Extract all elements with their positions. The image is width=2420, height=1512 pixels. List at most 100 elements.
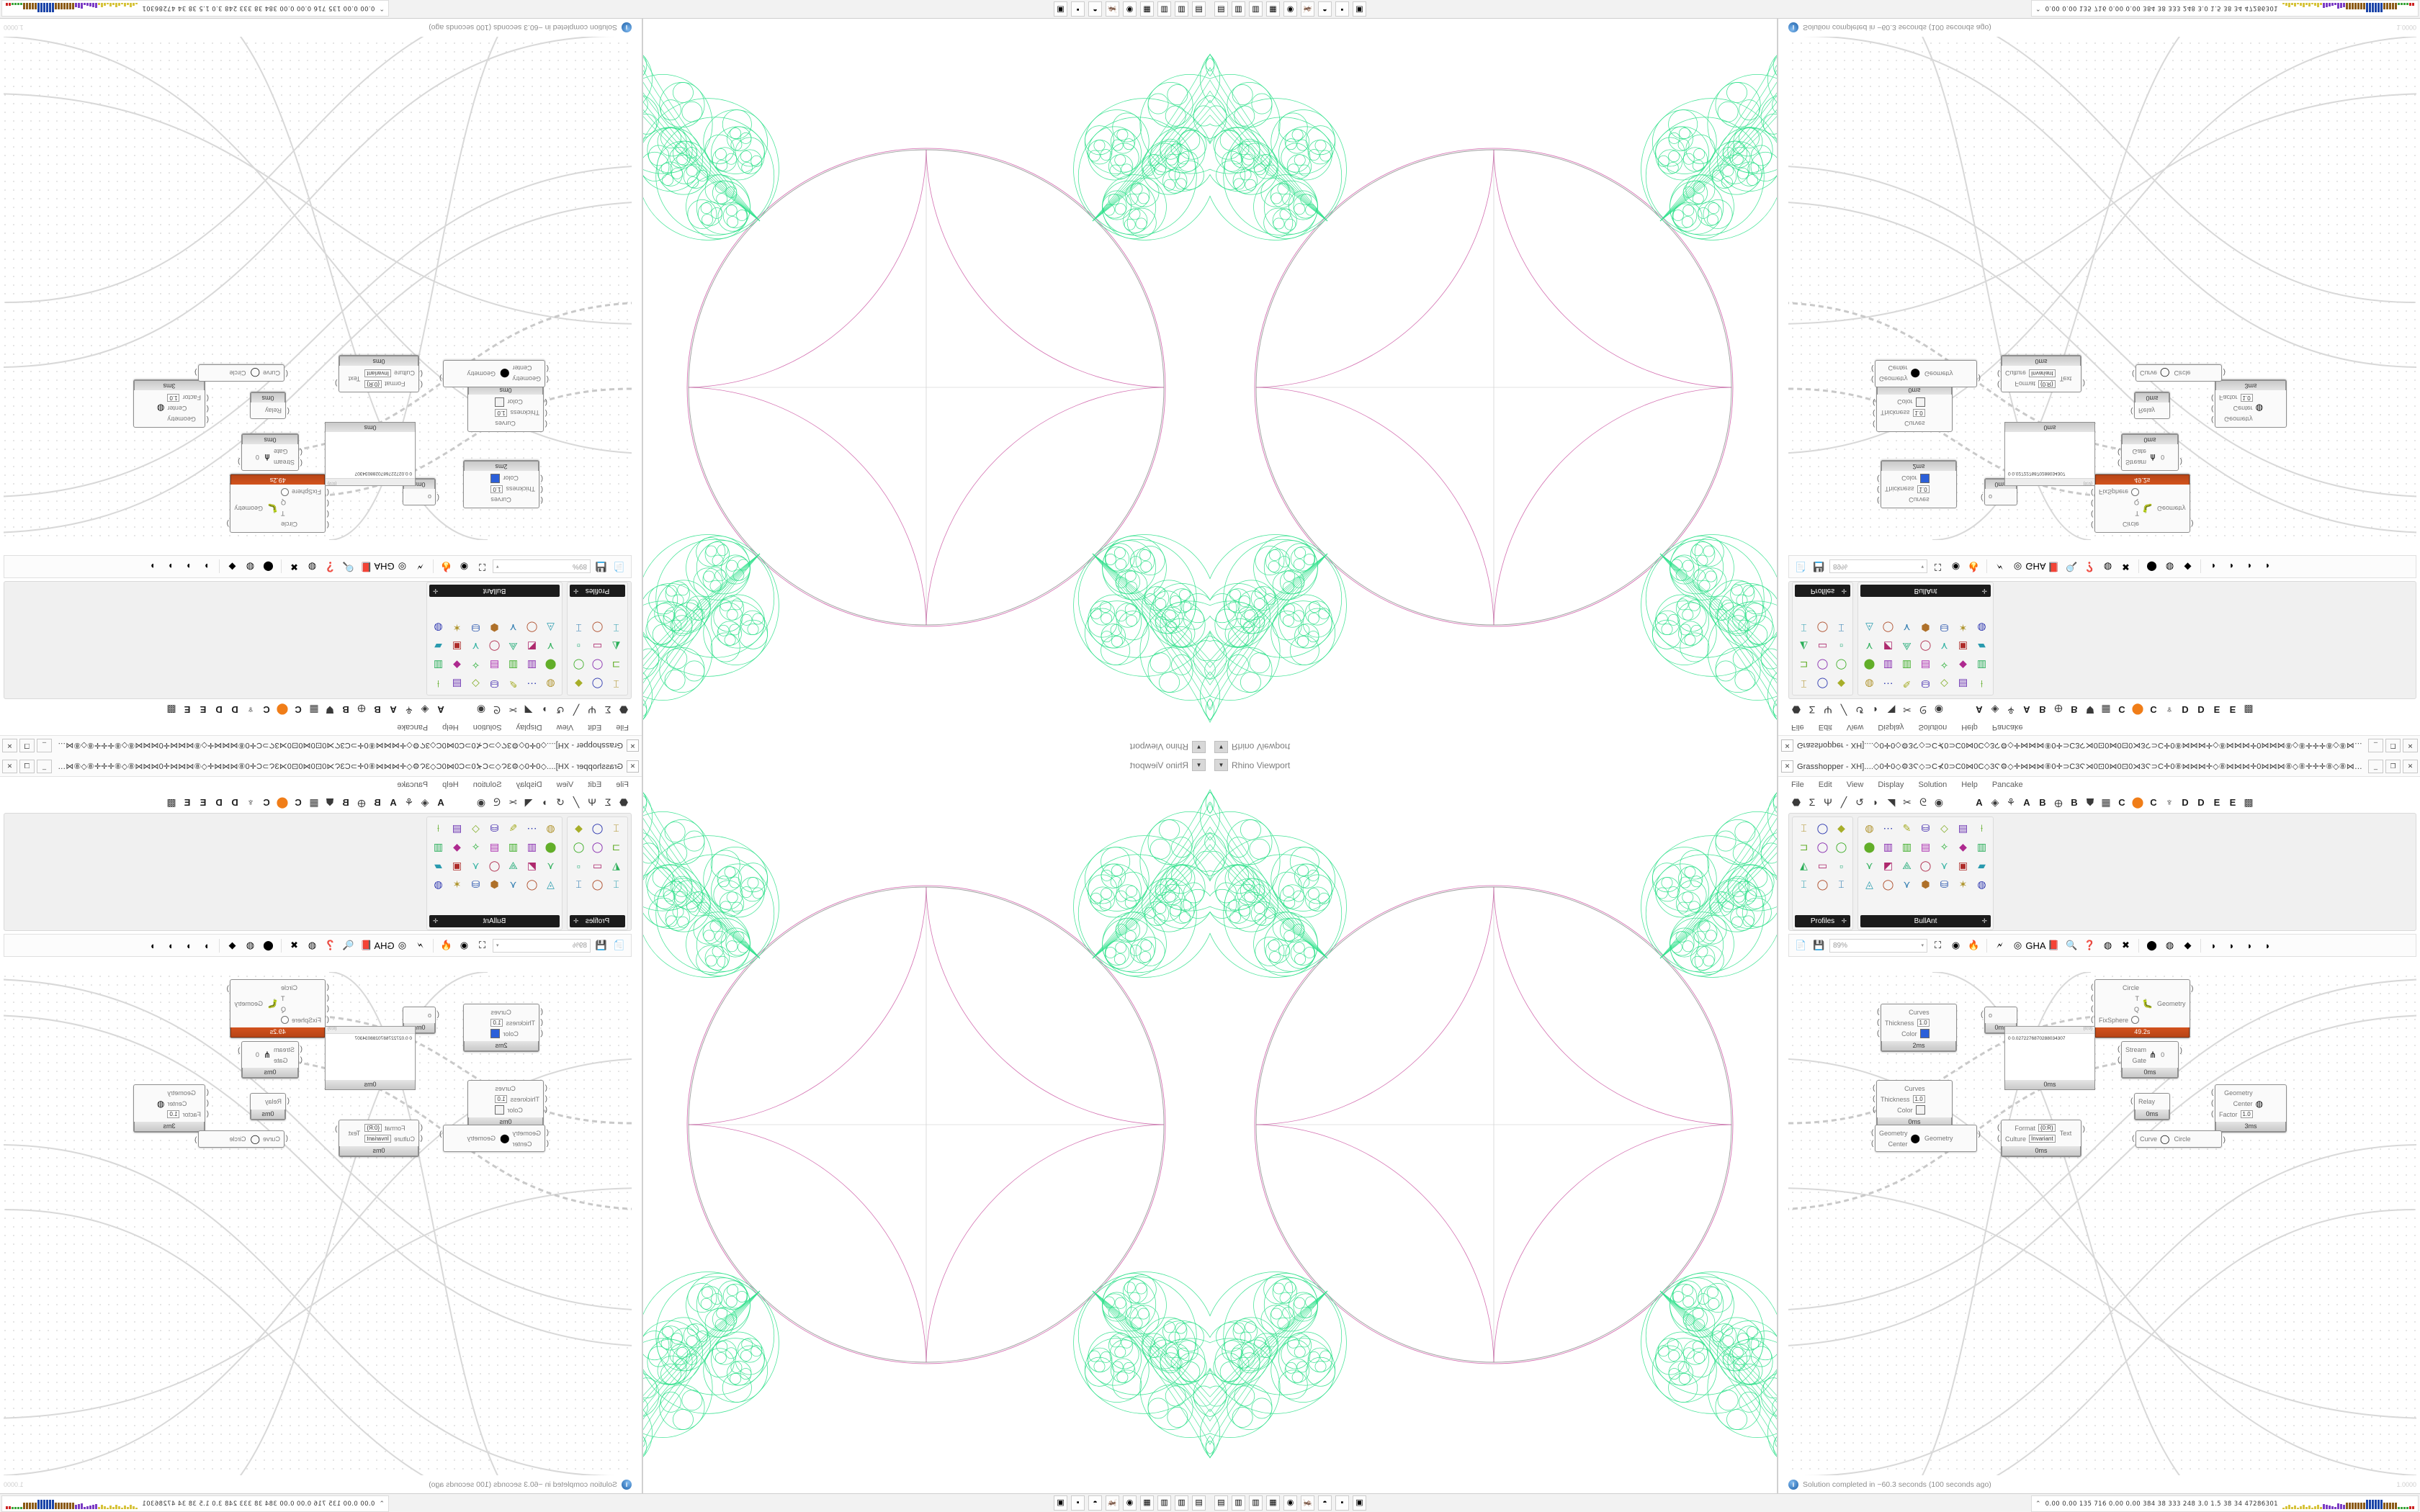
profiles-icon-grid[interactable]: ⌶ ⊐ ◭ ⌶ ◯ ◯ ▭ ◯ ◆ ◯ ▫ ⌶ — [570, 618, 625, 693]
gh-param-row[interactable]: Gate — [2125, 1055, 2147, 1066]
widget-teal-icon[interactable]: ◗ — [203, 940, 210, 951]
gh-param-row[interactable]: Thickness 1.0 — [490, 1017, 535, 1028]
gh-output-nub[interactable]: ) — [2191, 519, 2194, 527]
menu-item-view[interactable]: View — [1846, 780, 1864, 789]
plugin-tab-b1-icon[interactable]: B — [374, 796, 381, 808]
gh-input-nub[interactable]: ( — [285, 369, 288, 377]
tab-maths-icon[interactable]: Σ — [604, 704, 611, 716]
gh-toggle[interactable] — [2131, 1016, 2140, 1024]
ribbon-component-icon[interactable]: ◆ — [453, 660, 461, 671]
widget-green-icon[interactable]: ◗ — [2228, 561, 2235, 572]
ribbon-component-icon[interactable]: ▤ — [489, 660, 500, 671]
ribbon-component-icon[interactable]: ▰ — [434, 641, 442, 652]
ribbon-component-icon[interactable]: ⋎ — [472, 641, 480, 652]
ribbon-group-profiles-caption[interactable]: Profiles ✛ — [1795, 915, 1850, 927]
gh-input-nub[interactable]: ( — [2211, 1110, 2214, 1118]
profiles-expand-icon[interactable]: ✛ — [1841, 917, 1847, 924]
component-ribbon[interactable]: ⌶ ⊐ ◭ ⌶ ◯ ◯ ▭ ◯ ◆ ◯ ▫ ⌶ Profiles ✛ ◍ ⬤ ⋎ ◬ ⋯ ▥ ◩ ◯ ✎ ▥ ⟁ ⋎ ⛁ ▤ ◯ ⬢… — [4, 581, 632, 699]
ribbon-component-icon[interactable]: ◯ — [1882, 878, 1894, 890]
ribbon-component-icon[interactable]: ⌶ — [1838, 878, 1845, 890]
menu-item-solution[interactable]: Solution — [1918, 723, 1948, 732]
ribbon-component-icon[interactable]: ◯ — [573, 660, 585, 671]
gh-param-row[interactable]: Geometry — [512, 1128, 541, 1138]
gh-output-nub[interactable]: ) — [335, 1125, 338, 1133]
ribbon-component-icon[interactable]: ◆ — [1959, 660, 1967, 671]
plugin-tab-d2-icon[interactable]: D — [2197, 704, 2205, 716]
ribbon-component-icon[interactable]: ◍ — [434, 878, 443, 890]
preview-eye-icon[interactable]: ◉ — [1951, 562, 1960, 572]
gh-param-row[interactable]: Geometry — [2219, 414, 2253, 425]
gh-input-nub[interactable]: ( — [326, 1016, 329, 1024]
gh-param-value[interactable]: {0:R} — [2038, 380, 2056, 388]
window-system-icon[interactable]: ✕ — [627, 760, 639, 773]
plugin-tab-flower-icon[interactable]: ⚘ — [2006, 796, 2016, 808]
tab-mesh-icon[interactable]: ◥ — [524, 704, 533, 716]
ribbon-group-bullant[interactable]: ◍ ⬤ ⋎ ◬ ⋯ ▥ ◩ ◯ ✎ ▥ ⟁ ⋎ ⛁ ▤ ◯ ⬢ ◇ ✧ ⋎ ⛁ ▤ ◆ ▣ ✶ ⟊ ▥ ▰ ◍ BullAnt ✛ — [426, 582, 563, 696]
ribbon-component-icon[interactable]: ◯ — [1816, 678, 1829, 690]
zoom-extents-icon[interactable]: ⛶ — [1934, 562, 1942, 572]
plugin-tab-b1-icon[interactable]: B — [374, 704, 381, 716]
gh-param-row[interactable]: Format {0:R} — [2005, 379, 2056, 390]
plugin-tab-orange-dot-icon[interactable]: ⬤ — [2131, 703, 2144, 716]
plugin-tab-orange-dot-icon[interactable]: ⬤ — [276, 703, 289, 716]
ribbon-component-icon[interactable]: ⋎ — [472, 860, 480, 871]
gh-param-row[interactable]: Color — [495, 397, 539, 408]
taskbar-icon-list[interactable]: ▤ ▥ ▥ ▦ ◉ 🦗 ◓ ▪ ▣ — [1214, 1495, 1366, 1511]
bullant-expand-icon[interactable]: ✛ — [1981, 917, 1987, 924]
gh-param-row[interactable]: Q — [2099, 1004, 2139, 1014]
gh-param-row[interactable]: Color — [1881, 1104, 1925, 1115]
grasshopper-titlebar[interactable]: ✕ Grasshopper - XH]....◇0✛0◇⚙3Ϛ◇⊃Ϲ⊀0⊃Ϲ0⋈… — [0, 735, 642, 756]
gh-input-nub[interactable]: ( — [540, 1019, 543, 1027]
ribbon-group-profiles[interactable]: ⌶ ⊐ ◭ ⌶ ◯ ◯ ▭ ◯ ◆ ◯ ▫ ⌶ Profiles ✛ — [1792, 582, 1853, 696]
menu-bar[interactable]: File Edit View Display Solution Help Pan… — [1778, 777, 2420, 793]
quadrant-top-right[interactable]: ▼ Rhino Viewport ✕ Grasshopper - XH]....… — [1210, 0, 2420, 756]
taskbar-grasshopper-icon[interactable]: 🦗 — [1106, 1495, 1119, 1511]
gh-param-row[interactable]: Thickness 1.0 — [490, 484, 535, 495]
gh-input-nub[interactable]: ( — [544, 398, 547, 406]
chevron-up-icon[interactable]: ⌃ — [379, 5, 385, 12]
ribbon-component-icon[interactable]: ▰ — [1978, 860, 1986, 871]
gh-node-preview-blue[interactable]: (((Curves Thickness 1.0 Color 2ms — [463, 460, 543, 508]
ribbon-component-icon[interactable]: ✧ — [471, 841, 480, 852]
menu-item-file[interactable]: File — [616, 780, 629, 789]
maximize-button[interactable]: ❐ — [19, 759, 35, 773]
plugin-tab-b2-icon[interactable]: B — [2071, 796, 2078, 808]
search-icon[interactable]: 🔍 — [2066, 562, 2078, 572]
gh-input-nub[interactable]: ( — [1877, 1008, 1880, 1016]
ribbon-component-icon[interactable]: ◬ — [1865, 622, 1873, 634]
minimize-button[interactable]: _ — [2368, 759, 2383, 773]
gh-toggle[interactable] — [280, 488, 289, 496]
ribbon-component-icon[interactable]: ⊐ — [611, 841, 621, 852]
plugin-tab-e1-icon[interactable]: E — [2213, 704, 2220, 716]
window-controls[interactable]: _ ❐ ✕ — [2, 739, 52, 753]
gh-output-nub[interactable]: ) — [226, 519, 229, 527]
plugin-tab-c1-icon[interactable]: C — [2118, 704, 2125, 716]
ribbon-component-icon[interactable]: ▰ — [434, 860, 442, 871]
ribbon-group-profiles[interactable]: ⌶ ⊐ ◭ ⌶ ◯ ◯ ▭ ◯ ◆ ◯ ▫ ⌶ Profiles ✛ — [567, 582, 628, 696]
grasshopper-titlebar[interactable]: ✕ Grasshopper - XH]....◇0✛0◇⚙3Ϛ◇⊃Ϲ⊀0⊃Ϲ0⋈… — [0, 756, 642, 777]
preview-shaded-icon[interactable]: ⬤ — [263, 562, 274, 572]
gh-node-circle-fixsphere[interactable]: (((() Circle T Q FixSphere 🐛 Geometry 49.2s — [226, 474, 329, 533]
gh-output-nub[interactable]: ) — [1978, 1130, 1981, 1138]
gh-param-row[interactable]: Format {0:R} — [364, 1122, 415, 1133]
plugin-tab-c1-icon[interactable]: C — [2118, 796, 2125, 808]
gh-param-row[interactable]: Circle — [2099, 519, 2139, 530]
gh-param-row[interactable]: Center — [167, 1098, 201, 1109]
gh-input-nub[interactable]: ( — [2091, 1016, 2094, 1024]
gh-input-nub[interactable]: ( — [1981, 1011, 1984, 1019]
ribbon-group-bullant[interactable]: ◍ ⬤ ⋎ ◬ ⋯ ▥ ◩ ◯ ✎ ▥ ⟁ ⋎ ⛁ ▤ ◯ ⬢ ◇ ✧ ⋎ ⛁ ▤ ◆ ▣ ✶ ⟊ ▥ ▰ ◍ BullAnt ✛ — [1857, 816, 1994, 930]
ribbon-component-icon[interactable]: ✎ — [1902, 822, 1912, 834]
gh-param-row[interactable]: Culture Invariant — [2005, 1133, 2056, 1144]
canvas-toolbar[interactable]: 📄 💾 89% ▾ ⛶ ◉ 🔥 🗲 ◎ GHA 📕 🔍 ❓ ◍ ✖ ⬤ ◍ ◆ … — [1788, 555, 2416, 578]
gh-param-row[interactable]: Geometry — [1879, 374, 1908, 384]
ribbon-component-icon[interactable]: ⊐ — [1799, 660, 1809, 671]
gh-param-row[interactable]: FixSphere — [2099, 487, 2140, 498]
ribbon-component-icon[interactable]: ◆ — [1837, 822, 1845, 834]
plugin-tab-bird-icon[interactable]: ♆ — [2165, 704, 2174, 716]
ribbon-component-icon[interactable]: ⊐ — [1799, 841, 1809, 852]
gh-output-nub[interactable]: ) — [2223, 368, 2226, 376]
gh-color-swatch[interactable] — [1915, 397, 1925, 407]
search-icon[interactable]: 🔍 — [342, 940, 354, 950]
quadrant-bottom-right[interactable]: ▼ Rhino Viewport ✕ Grasshopper - XH]....… — [1210, 756, 2420, 1512]
gh-input-nub[interactable]: ( — [2211, 415, 2214, 423]
